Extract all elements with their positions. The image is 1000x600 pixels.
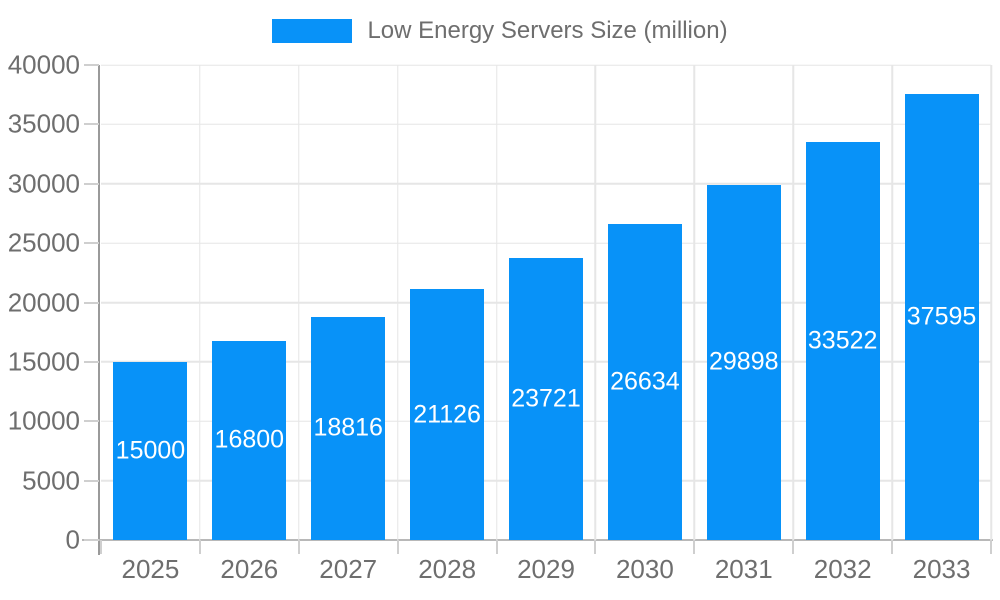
x-tick-label: 2033 <box>912 554 971 584</box>
y-tick-mark <box>84 123 99 126</box>
v-gridline <box>990 65 992 540</box>
y-tick-label: 0 <box>65 524 80 555</box>
bar-value-label: 21126 <box>413 400 481 429</box>
v-gridline <box>891 65 893 540</box>
bar-category: 15000 <box>101 65 200 540</box>
y-tick-mark <box>84 64 99 66</box>
y-tick-label: 10000 <box>7 405 80 436</box>
y-tick-label: 25000 <box>7 227 80 258</box>
bar-value-label: 37595 <box>906 302 977 331</box>
y-tick-mark <box>84 242 99 245</box>
legend-swatch[interactable] <box>272 19 353 43</box>
bar-2027[interactable]: 18816 <box>311 316 386 540</box>
bar-category: 21126 <box>398 65 497 540</box>
y-tick-mark <box>84 420 99 423</box>
x-tick-mark <box>396 540 399 554</box>
v-gridline <box>495 65 498 540</box>
x-tick-mark <box>297 540 300 554</box>
h-gridline <box>101 242 991 244</box>
x-tick-mark <box>100 540 102 554</box>
y-tick-mark <box>84 479 99 482</box>
x-tick-label: 2030 <box>615 554 674 584</box>
bar-value-label: 16800 <box>214 425 285 454</box>
x-tick-mark <box>495 540 498 554</box>
h-gridline <box>101 64 991 66</box>
bar-value-label: 26634 <box>610 367 680 396</box>
y-tick-label: 15000 <box>7 346 80 377</box>
v-gridline <box>594 65 597 540</box>
x-tick-label: 2028 <box>418 554 477 584</box>
v-gridline <box>792 65 794 540</box>
bar-category: 33522 <box>793 65 892 540</box>
x-tick-mark <box>198 540 201 554</box>
y-tick-mark <box>84 301 99 304</box>
x-tick-mark <box>594 540 597 554</box>
bar-category: 23721 <box>497 65 596 540</box>
legend-label: Low Energy Servers Size (million) <box>367 17 728 44</box>
bar-2031[interactable]: 29898 <box>706 184 781 540</box>
bar-category: 26634 <box>595 65 694 540</box>
x-tick-label: 2025 <box>121 554 180 584</box>
x-tick-label: 2029 <box>517 554 575 584</box>
bar-value-label: 15000 <box>115 436 186 465</box>
x-axis-line <box>82 539 993 541</box>
v-gridline <box>199 65 201 540</box>
y-tick-mark <box>84 360 99 363</box>
bar-2030[interactable]: 26634 <box>607 223 682 540</box>
y-tick-label: 5000 <box>22 465 80 496</box>
x-tick-label: 2027 <box>319 554 378 584</box>
x-tick-mark <box>693 540 696 554</box>
y-tick-label: 20000 <box>7 287 80 317</box>
y-tick-label: 35000 <box>7 108 80 139</box>
x-tick-label: 2026 <box>220 554 279 584</box>
y-tick-mark <box>84 539 99 541</box>
bar-2025[interactable]: 15000 <box>113 361 188 540</box>
y-tick-label: 40000 <box>7 49 80 80</box>
x-axis-labels: 2025 2026 2027 2028 2029 2030 2031 2032 2033 <box>101 554 991 586</box>
bar-2028[interactable]: 21126 <box>410 289 485 540</box>
h-gridline <box>101 123 991 126</box>
bar-value-label: 29898 <box>709 347 779 376</box>
bar-value-label: 18816 <box>313 413 383 442</box>
v-gridline <box>298 65 300 540</box>
y-axis-labels: 0 5000 10000 15000 20000 25000 30000 35000 40000 <box>0 50 80 555</box>
bar-2029[interactable]: 23721 <box>508 258 583 540</box>
x-tick-label: 2032 <box>813 554 872 584</box>
bar-category: 29898 <box>694 65 793 540</box>
bar-category: 18816 <box>299 65 398 540</box>
y-axis-line <box>98 65 100 555</box>
bar-2032[interactable]: 33522 <box>805 141 880 540</box>
h-gridline <box>101 183 991 185</box>
v-gridline <box>396 65 399 540</box>
v-gridline <box>693 65 696 540</box>
bar-2033[interactable]: 37595 <box>904 93 979 540</box>
x-tick-label: 2031 <box>714 554 773 584</box>
legend[interactable]: Low Energy Servers Size (million) <box>0 17 1000 45</box>
bar-2026[interactable]: 16800 <box>212 340 287 540</box>
x-tick-mark <box>792 540 795 554</box>
x-tick-mark <box>990 540 992 554</box>
bar-value-label: 23721 <box>511 384 581 413</box>
y-tick-mark <box>84 182 99 185</box>
plot-area: 15000 16800 18816 21126 23721 26634 29898 33522… <box>101 64 992 540</box>
y-tick-label: 30000 <box>7 168 80 199</box>
bar-category: 16800 <box>200 65 299 540</box>
x-tick-mark <box>891 540 894 554</box>
bar-value-label: 33522 <box>807 326 878 355</box>
bar-category: 37595 <box>892 65 991 540</box>
